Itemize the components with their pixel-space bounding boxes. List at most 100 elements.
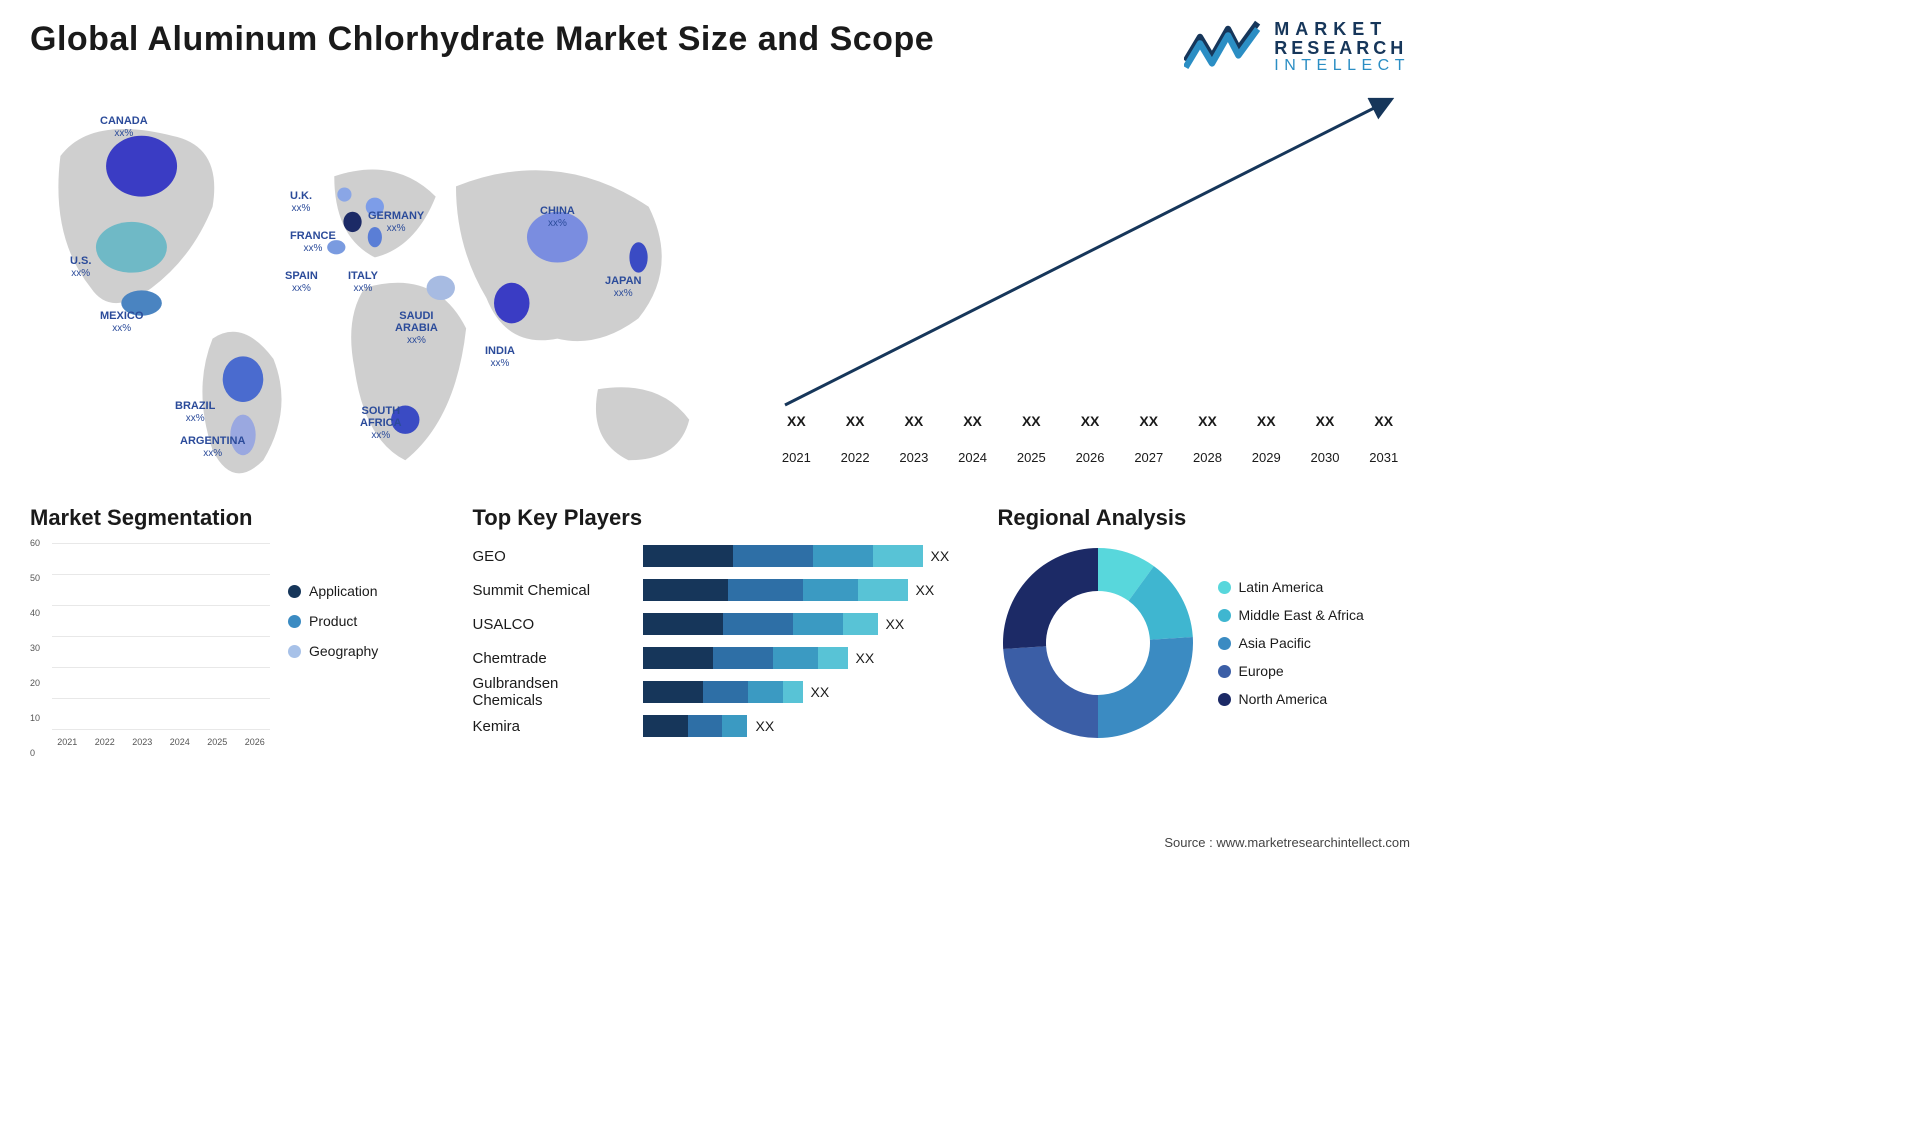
legend-color-dot	[1218, 609, 1231, 622]
key-player-bar-segment	[643, 545, 733, 567]
key-player-name: Chemtrade	[473, 650, 633, 667]
trend-axis-year: 2027	[1122, 450, 1175, 465]
legend-color-dot	[288, 645, 301, 658]
map-country-label: CHINAxx%	[540, 205, 575, 229]
grid-line	[52, 729, 270, 730]
regional-legend: Latin America Middle East & Africa Asia Pa…	[1218, 579, 1364, 707]
legend-item: Application	[288, 583, 378, 599]
map-country-label: ITALYxx%	[348, 270, 378, 294]
logo-line-2: RESEARCH	[1274, 39, 1410, 58]
legend-label: Geography	[309, 643, 378, 659]
top-row: CANADAxx%U.S.xx%MEXICOxx%BRAZILxx%ARGENT…	[30, 85, 1410, 485]
key-player-bar-segment	[643, 647, 713, 669]
key-player-row: GEOXX	[473, 543, 968, 569]
key-player-bar	[643, 545, 923, 567]
trend-bar-value: XX	[1240, 413, 1293, 429]
key-player-bar-segment	[773, 647, 818, 669]
segmentation-x-label: 2024	[165, 737, 196, 747]
trend-bar-value: XX	[946, 413, 999, 429]
key-player-bar-wrap: XX	[643, 647, 968, 669]
key-player-bar	[643, 715, 748, 737]
legend-item: Asia Pacific	[1218, 635, 1364, 651]
key-player-name: Kemira	[473, 718, 633, 735]
trend-axis-year: 2022	[829, 450, 882, 465]
key-player-bar-segment	[722, 715, 747, 737]
header: Global Aluminum Chlorhydrate Market Size…	[30, 20, 1410, 75]
growth-trend-chart: XXXXXXXXXXXXXXXXXXXXXX 20212022202320242…	[770, 85, 1410, 465]
segmentation-x-label: 2022	[90, 737, 121, 747]
key-player-bar-wrap: XX	[643, 613, 968, 635]
y-axis-label: 50	[30, 573, 40, 583]
map-country-label: ARGENTINAxx%	[180, 435, 245, 459]
key-player-bar-wrap: XX	[643, 681, 968, 703]
key-players-title: Top Key Players	[473, 505, 968, 531]
key-player-bar-segment	[858, 579, 908, 601]
logo-text: MARKET RESEARCH INTELLECT	[1274, 20, 1410, 75]
trend-axis-year: 2030	[1299, 450, 1352, 465]
key-player-value: XX	[916, 582, 935, 598]
segmentation-x-label: 2021	[52, 737, 83, 747]
legend-color-dot	[1218, 665, 1231, 678]
segmentation-panel: Market Segmentation 2021 2022 2023 2024 2025…	[30, 505, 443, 753]
key-player-bar-wrap: XX	[643, 715, 968, 737]
trend-axis-year: 2028	[1181, 450, 1234, 465]
map-country-label: CANADAxx%	[100, 115, 148, 139]
map-country-label: JAPANxx%	[605, 275, 641, 299]
key-player-name: USALCO	[473, 616, 633, 633]
trend-bar-value: XX	[887, 413, 940, 429]
legend-item: Latin America	[1218, 579, 1364, 595]
key-player-bar-segment	[643, 579, 728, 601]
key-player-bar-wrap: XX	[643, 545, 968, 567]
key-player-bar	[643, 613, 878, 635]
key-player-bar	[643, 579, 908, 601]
page-title: Global Aluminum Chlorhydrate Market Size…	[30, 20, 934, 59]
trend-axis-year: 2025	[1005, 450, 1058, 465]
legend-item: Europe	[1218, 663, 1364, 679]
legend-label: Middle East & Africa	[1239, 607, 1364, 623]
legend-color-dot	[288, 615, 301, 628]
key-player-bar-segment	[793, 613, 843, 635]
legend-label: Application	[309, 583, 378, 599]
trend-bar-value: XX	[770, 413, 823, 429]
key-player-bar-segment	[873, 545, 923, 567]
legend-label: Asia Pacific	[1239, 635, 1311, 651]
segmentation-legend: Application Product Geography	[288, 543, 378, 753]
bottom-row: Market Segmentation 2021 2022 2023 2024 2025…	[30, 505, 1410, 753]
key-player-name: Gulbrandsen Chemicals	[473, 675, 633, 709]
legend-item: North America	[1218, 691, 1364, 707]
segmentation-x-label: 2026	[240, 737, 271, 747]
map-country-label: SOUTHAFRICAxx%	[360, 405, 402, 441]
y-axis-label: 10	[30, 713, 40, 723]
trend-bar-value: XX	[1299, 413, 1352, 429]
trend-axis-year: 2031	[1357, 450, 1410, 465]
key-player-bar-segment	[783, 681, 803, 703]
legend-label: Europe	[1239, 663, 1284, 679]
trend-axis-year: 2029	[1240, 450, 1293, 465]
world-map-panel: CANADAxx%U.S.xx%MEXICOxx%BRAZILxx%ARGENT…	[30, 85, 740, 485]
regional-panel: Regional Analysis Latin AmericaMiddle Ea…	[998, 505, 1411, 753]
y-axis-label: 30	[30, 643, 40, 653]
legend-label: North America	[1239, 691, 1328, 707]
segmentation-x-label: 2023	[127, 737, 158, 747]
trend-bar-value: XX	[1005, 413, 1058, 429]
donut-slice	[1098, 637, 1193, 738]
legend-item: Geography	[288, 643, 378, 659]
key-player-bar-segment	[643, 613, 723, 635]
key-player-value: XX	[856, 650, 875, 666]
segmentation-title: Market Segmentation	[30, 505, 443, 531]
map-country-label: U.S.xx%	[70, 255, 91, 279]
key-player-value: XX	[756, 718, 775, 734]
legend-label: Latin America	[1239, 579, 1324, 595]
key-player-bar-segment	[733, 545, 813, 567]
segmentation-x-label: 2025	[202, 737, 233, 747]
y-axis-label: 40	[30, 608, 40, 618]
key-players-panel: Top Key Players GEOXX Summit Chemical XX US…	[473, 505, 968, 753]
legend-label: Product	[309, 613, 357, 629]
key-player-name: Summit Chemical	[473, 582, 633, 599]
source-attribution: Source : www.marketresearchintellect.com	[1164, 835, 1410, 850]
donut-slice	[1003, 646, 1098, 738]
trend-bar-value: XX	[829, 413, 882, 429]
y-axis-label: 60	[30, 538, 40, 548]
key-player-row: Gulbrandsen ChemicalsXX	[473, 679, 968, 705]
key-player-bar-segment	[843, 613, 878, 635]
